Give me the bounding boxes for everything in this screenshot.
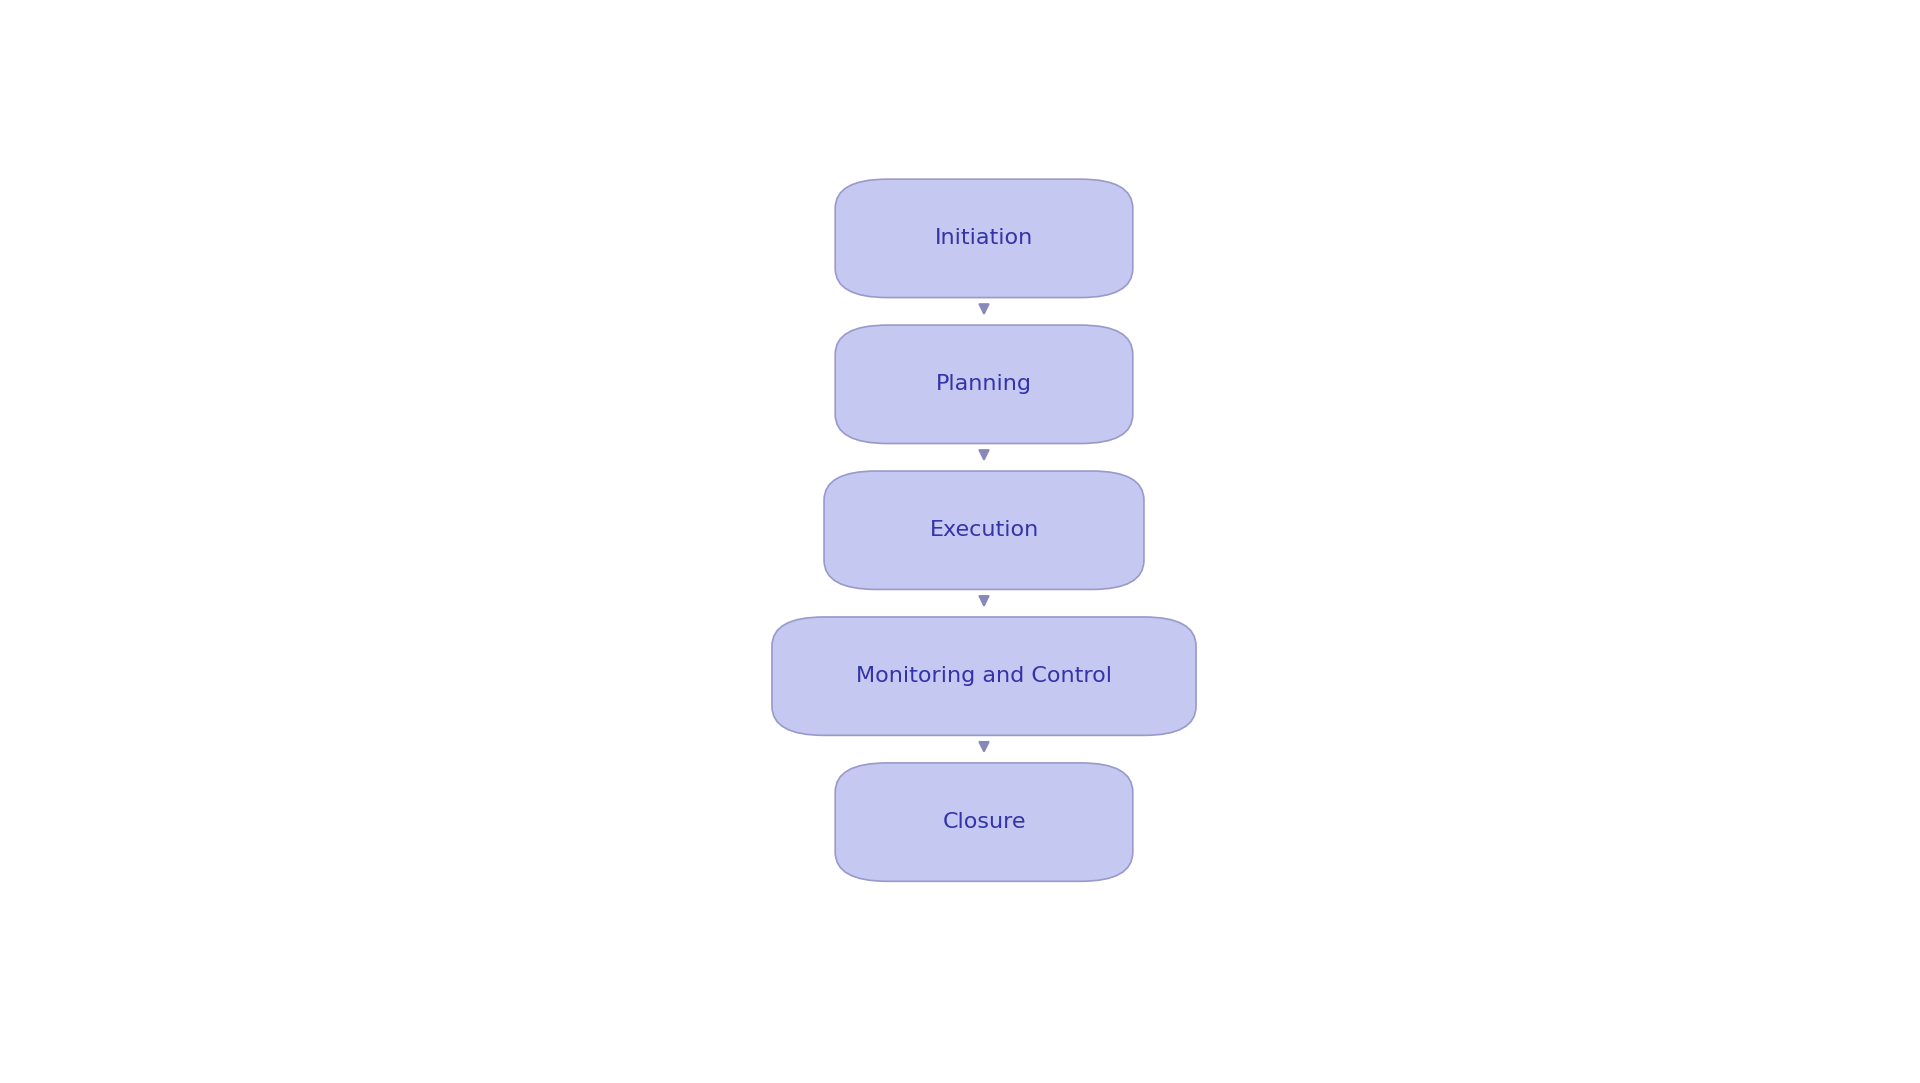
FancyBboxPatch shape	[835, 325, 1133, 444]
Text: Initiation: Initiation	[935, 229, 1033, 248]
Text: Monitoring and Control: Monitoring and Control	[856, 666, 1112, 687]
Text: Planning: Planning	[937, 375, 1033, 394]
FancyBboxPatch shape	[835, 762, 1133, 882]
FancyBboxPatch shape	[835, 179, 1133, 298]
FancyBboxPatch shape	[824, 471, 1144, 589]
Text: Execution: Execution	[929, 520, 1039, 540]
Text: Closure: Closure	[943, 812, 1025, 832]
FancyBboxPatch shape	[772, 617, 1196, 735]
